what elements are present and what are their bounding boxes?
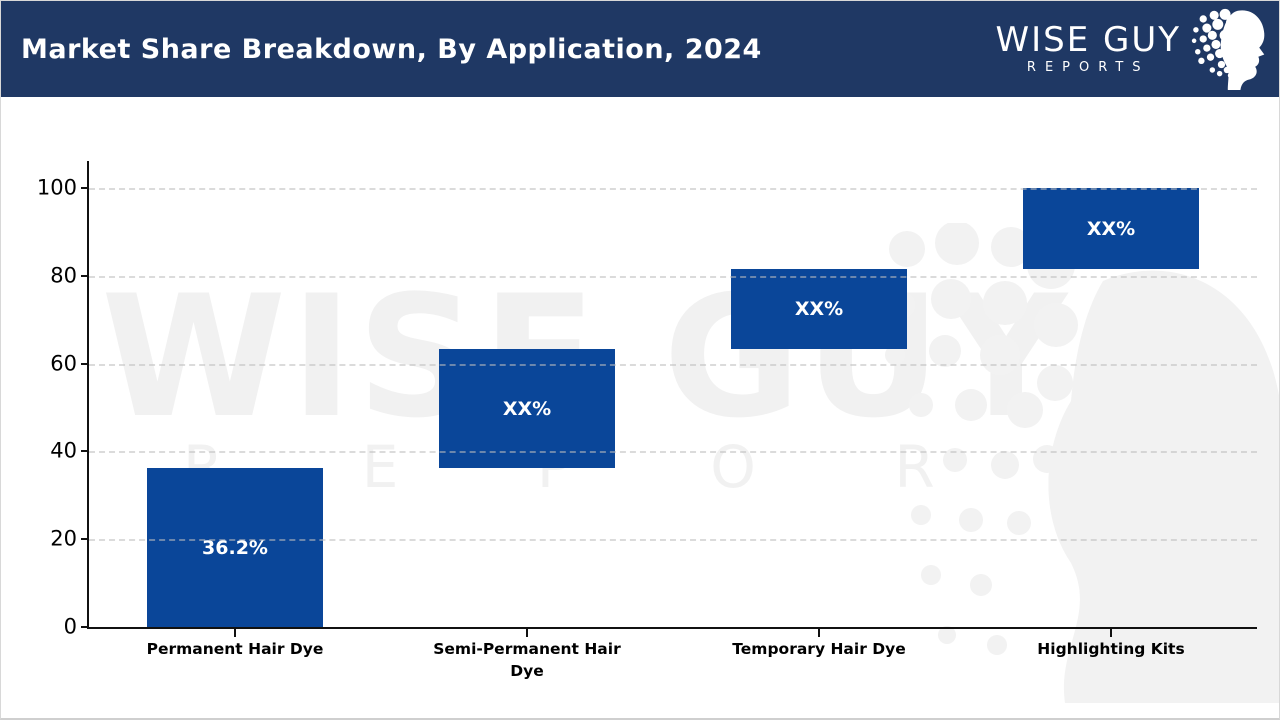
y-axis-tick-mark	[81, 626, 89, 628]
y-axis-tick-label: 40	[50, 438, 77, 463]
x-category-label: Temporary Hair Dye	[732, 640, 906, 658]
bar-value-label: XX%	[1086, 217, 1136, 240]
bar-value-label: XX%	[502, 397, 552, 420]
bar-segment	[147, 468, 323, 627]
wise-guy-logo: WISE GUY REPORTS	[995, 7, 1267, 91]
y-gridline	[89, 363, 1257, 366]
y-axis-tick-mark	[81, 274, 89, 277]
x-axis-tick-mark	[1110, 629, 1112, 637]
x-axis-tick-mark	[818, 629, 820, 637]
y-axis-tick-label: 20	[50, 526, 77, 551]
y-axis-tick-mark	[81, 450, 89, 453]
header-bar: Market Share Breakdown, By Application, …	[1, 1, 1279, 97]
page-title: Market Share Breakdown, By Application, …	[21, 33, 762, 65]
bar-segment	[439, 349, 615, 469]
y-axis-tick-label: 80	[50, 263, 77, 288]
logo-head-icon	[1191, 8, 1265, 90]
y-gridline	[89, 188, 1257, 190]
logo-wordmark: WISE GUY	[995, 19, 1181, 60]
y-axis-tick-mark	[81, 538, 89, 541]
x-axis-tick-mark	[526, 629, 528, 637]
x-axis-line	[87, 627, 1257, 629]
y-axis-tick-label: 100	[36, 175, 77, 200]
y-axis-tick-label: 60	[50, 350, 77, 375]
x-axis-tick-mark	[234, 629, 236, 637]
y-gridline	[89, 539, 1257, 542]
bar-value-label: 36.2%	[202, 536, 268, 559]
x-category-label: Permanent Hair Dye	[146, 640, 324, 658]
x-category-label: Highlighting Kits	[1037, 640, 1185, 658]
logo-text: WISE GUY REPORTS	[995, 19, 1181, 76]
bar-segment	[731, 269, 907, 350]
bar-segment	[1023, 188, 1199, 270]
y-axis-tick-mark	[81, 187, 89, 189]
watermark-head-icon	[885, 223, 1279, 703]
y-gridline	[89, 275, 1257, 278]
bar-value-label: XX%	[794, 298, 844, 321]
y-axis-tick-mark	[81, 362, 89, 365]
logo-subtitle: REPORTS	[1026, 60, 1150, 76]
x-category-label: Semi-Permanent Hair Dye	[433, 640, 621, 680]
y-gridline	[89, 451, 1257, 454]
y-axis-tick-label: 0	[63, 614, 77, 639]
y-axis-line	[87, 161, 89, 629]
